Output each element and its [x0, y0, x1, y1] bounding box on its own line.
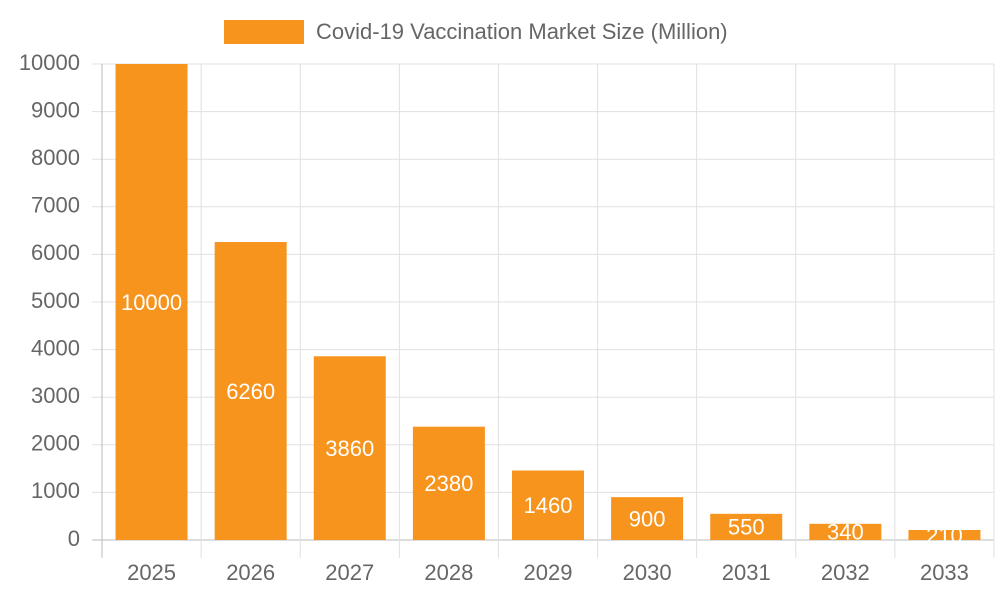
data-label: 1460: [524, 493, 573, 518]
legend-label: Covid-19 Vaccination Market Size (Millio…: [316, 19, 728, 44]
x-tick-label: 2032: [821, 560, 870, 585]
y-tick-label: 9000: [31, 97, 80, 122]
x-tick-label: 2027: [325, 560, 374, 585]
y-tick-label: 1000: [31, 478, 80, 503]
data-label: 10000: [121, 290, 182, 315]
x-tick-label: 2029: [524, 560, 573, 585]
x-tick-label: 2028: [424, 560, 473, 585]
y-tick-label: 2000: [31, 431, 80, 456]
y-tick-label: 10000: [19, 50, 80, 75]
data-label: 900: [629, 506, 666, 531]
y-tick-label: 3000: [31, 383, 80, 408]
bar: [412, 426, 485, 540]
y-tick-label: 7000: [31, 193, 80, 218]
bar: [611, 497, 684, 540]
x-tick-label: 2030: [623, 560, 672, 585]
y-tick-label: 0: [68, 526, 80, 551]
x-tick-label: 2033: [920, 560, 969, 585]
legend-swatch: [224, 20, 304, 44]
data-label: 2380: [424, 471, 473, 496]
data-label: 340: [827, 520, 864, 545]
y-tick-label: 5000: [31, 288, 80, 313]
bar: [214, 242, 287, 541]
y-tick-label: 8000: [31, 145, 80, 170]
bar: [313, 356, 386, 540]
data-label: 6260: [226, 379, 275, 404]
data-label: 550: [728, 515, 765, 540]
x-tick-label: 2026: [226, 560, 275, 585]
data-label: 210: [926, 523, 963, 548]
bar: [908, 530, 981, 540]
bar: [512, 470, 584, 540]
data-label: 3860: [325, 436, 374, 461]
x-tick-label: 2031: [722, 560, 771, 585]
y-tick-label: 4000: [31, 335, 80, 360]
y-tick-label: 6000: [31, 240, 80, 265]
x-tick-label: 2025: [127, 560, 176, 585]
bar: [115, 64, 188, 540]
bar: [809, 523, 882, 540]
bar: [710, 513, 783, 540]
